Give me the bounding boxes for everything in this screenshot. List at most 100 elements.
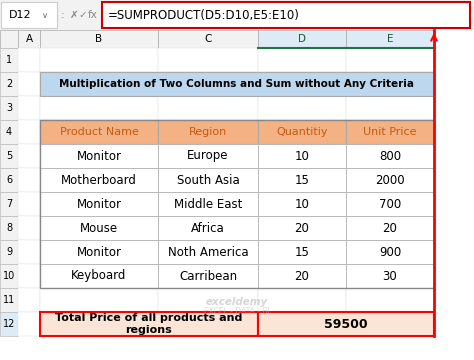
Text: Monitor: Monitor — [76, 246, 121, 258]
Text: Keyboard: Keyboard — [71, 270, 127, 283]
Bar — [18, 240, 40, 264]
Text: 10: 10 — [3, 271, 15, 281]
Bar — [18, 216, 40, 240]
Bar — [0, 312, 18, 336]
Bar — [258, 288, 346, 312]
Text: Africa: Africa — [191, 221, 225, 234]
Text: 800: 800 — [379, 149, 401, 162]
Bar — [158, 192, 258, 216]
Text: EXCEL - DATA - BI: EXCEL - DATA - BI — [204, 307, 270, 316]
Bar — [18, 30, 40, 48]
Bar — [18, 96, 40, 120]
Text: 700: 700 — [379, 198, 401, 211]
Text: 20: 20 — [294, 221, 310, 234]
Bar — [40, 216, 158, 240]
Bar — [0, 120, 18, 144]
Bar — [40, 312, 258, 336]
Text: Quantitiy: Quantitiy — [276, 127, 328, 137]
Bar — [346, 120, 434, 144]
Bar — [0, 48, 18, 72]
Bar — [40, 168, 158, 192]
Text: 5: 5 — [6, 151, 12, 161]
Bar — [40, 144, 158, 168]
Text: 2: 2 — [6, 79, 12, 89]
Bar — [158, 312, 258, 336]
Text: Total Price of all products and
regions: Total Price of all products and regions — [55, 313, 243, 335]
Bar — [0, 72, 18, 96]
Text: ∨: ∨ — [42, 10, 48, 19]
Bar — [258, 120, 346, 144]
Bar — [346, 312, 434, 336]
Bar — [258, 264, 346, 288]
Text: ✗: ✗ — [70, 10, 78, 20]
Bar — [40, 240, 158, 264]
Text: A: A — [26, 34, 33, 44]
Bar — [40, 72, 434, 96]
Bar — [258, 312, 434, 336]
Bar — [18, 192, 40, 216]
Bar — [40, 192, 158, 216]
Text: Carribean: Carribean — [179, 270, 237, 283]
Text: 7: 7 — [6, 199, 12, 209]
Bar — [0, 216, 18, 240]
Bar — [158, 216, 258, 240]
Bar — [258, 264, 346, 288]
Bar — [258, 240, 346, 264]
Bar — [158, 264, 258, 288]
Bar — [158, 168, 258, 192]
Bar — [40, 30, 158, 48]
Bar — [346, 192, 434, 216]
Bar — [18, 288, 40, 312]
Text: 15: 15 — [294, 174, 310, 186]
Bar — [158, 72, 258, 96]
Text: ✓: ✓ — [79, 10, 87, 20]
Bar — [258, 312, 346, 336]
Text: 10: 10 — [294, 149, 310, 162]
Text: Monitor: Monitor — [76, 149, 121, 162]
Bar — [346, 240, 434, 264]
Bar — [40, 264, 158, 288]
Bar — [18, 72, 40, 96]
Bar — [1, 2, 57, 28]
Text: 8: 8 — [6, 223, 12, 233]
Bar — [0, 288, 18, 312]
Bar — [0, 240, 18, 264]
Bar — [158, 240, 258, 264]
Bar — [40, 72, 158, 96]
Bar — [258, 72, 346, 96]
Bar — [18, 312, 40, 336]
Bar — [40, 120, 158, 144]
Text: 11: 11 — [3, 295, 15, 305]
Bar — [346, 72, 434, 96]
Text: Motherboard: Motherboard — [61, 174, 137, 186]
Bar — [40, 288, 158, 312]
Bar — [258, 192, 346, 216]
Text: Monitor: Monitor — [76, 198, 121, 211]
Bar — [40, 240, 158, 264]
Bar — [258, 192, 346, 216]
Bar — [18, 264, 40, 288]
Bar — [258, 216, 346, 240]
Text: Noth America: Noth America — [168, 246, 248, 258]
Text: Region: Region — [189, 127, 227, 137]
Text: exceldemy: exceldemy — [206, 297, 268, 307]
Bar — [258, 30, 346, 48]
Bar — [0, 264, 18, 288]
Bar — [40, 264, 158, 288]
Bar — [0, 144, 18, 168]
Bar — [158, 192, 258, 216]
Text: 10: 10 — [294, 198, 310, 211]
Text: D12: D12 — [9, 10, 31, 20]
Bar — [258, 96, 346, 120]
Bar — [158, 288, 258, 312]
Text: Unit Price: Unit Price — [363, 127, 417, 137]
Bar — [40, 216, 158, 240]
Text: B: B — [95, 34, 102, 44]
Text: =SUMPRODUCT(D5:D10,E5:E10): =SUMPRODUCT(D5:D10,E5:E10) — [108, 9, 300, 22]
Text: 1: 1 — [6, 55, 12, 65]
Text: 20: 20 — [294, 270, 310, 283]
Bar — [158, 48, 258, 72]
Bar — [102, 2, 470, 28]
Text: Mouse: Mouse — [80, 221, 118, 234]
Text: 59500: 59500 — [324, 318, 368, 330]
